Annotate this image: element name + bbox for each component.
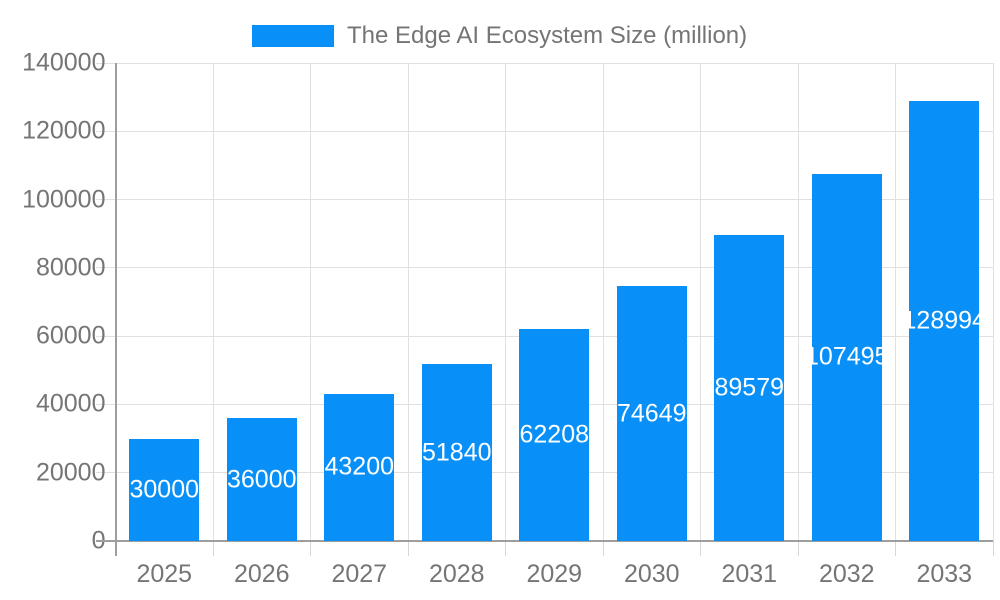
x-axis-baseline (95, 540, 993, 542)
y-axis-tick (95, 472, 116, 474)
y-axis-label: 60000 (35, 321, 106, 350)
x-gridline (212, 63, 214, 541)
x-axis-tick (407, 541, 409, 556)
y-axis-tick (95, 130, 116, 132)
x-axis-tick (895, 541, 896, 556)
y-axis-tick (95, 62, 116, 64)
x-axis-label: 2033 (916, 560, 973, 588)
y-axis-tick (95, 267, 116, 269)
bar-value-label: 128994 (902, 306, 986, 335)
bar-2030[interactable] (616, 286, 687, 541)
x-axis-label: 2028 (428, 560, 485, 588)
x-axis-label: 2029 (526, 560, 583, 588)
x-gridline (895, 63, 896, 541)
legend-series-label: The Edge AI Ecosystem Size (million) (347, 22, 748, 49)
bar-value-label: 89579 (714, 373, 785, 402)
legend-swatch (252, 25, 334, 47)
y-gridline (115, 267, 993, 269)
x-gridline (310, 63, 311, 541)
bar-2033[interactable] (909, 100, 980, 541)
bar-value-label: 43200 (324, 452, 395, 481)
y-axis-tick (95, 199, 116, 201)
x-gridline (992, 63, 994, 541)
x-axis-label: 2030 (623, 560, 680, 588)
bar-2025[interactable] (129, 438, 200, 541)
bar-value-label: 74649 (616, 399, 687, 428)
x-axis-tick (212, 541, 214, 556)
bar-2032[interactable] (811, 173, 882, 541)
y-axis-label: 120000 (22, 116, 106, 145)
x-gridline (797, 63, 799, 541)
x-axis-tick (700, 541, 701, 556)
x-gridline (700, 63, 701, 541)
x-axis-label: 2026 (233, 560, 290, 588)
y-axis-label: 140000 (22, 48, 106, 77)
x-axis-label: 2032 (818, 560, 875, 588)
bar-2028[interactable] (421, 364, 492, 541)
y-axis-line (114, 63, 117, 556)
bar-value-label: 36000 (226, 465, 297, 494)
y-axis-label: 40000 (35, 389, 106, 418)
y-axis-label: 20000 (35, 458, 106, 487)
y-axis-tick (95, 403, 116, 405)
y-gridline (115, 62, 993, 64)
chart-legend[interactable]: The Edge AI Ecosystem Size (million) (252, 22, 747, 50)
x-axis-tick (310, 541, 311, 556)
y-gridline (115, 199, 993, 201)
x-axis-tick (992, 541, 994, 556)
bar-value-label: 51840 (421, 438, 492, 466)
x-axis-tick (505, 541, 506, 556)
bar-2031[interactable] (714, 235, 785, 541)
y-axis-tick (95, 335, 116, 337)
x-gridline (602, 63, 604, 541)
y-axis-label: 100000 (22, 185, 106, 214)
x-axis-label: 2027 (331, 560, 388, 588)
y-gridline (115, 130, 993, 132)
x-axis-tick (797, 541, 799, 556)
bar-2026[interactable] (226, 418, 297, 541)
x-gridline (407, 63, 409, 541)
bar-2029[interactable] (519, 328, 590, 541)
x-axis-label: 2031 (721, 560, 778, 588)
bar-2027[interactable] (324, 393, 395, 541)
y-axis-label: 80000 (35, 253, 106, 282)
y-axis-label: 0 (91, 526, 106, 555)
x-axis-label: 2025 (136, 560, 193, 588)
x-axis-tick (602, 541, 604, 556)
x-gridline (505, 63, 506, 541)
bar-value-label: 107495 (805, 342, 889, 371)
bar-value-label: 30000 (129, 475, 200, 504)
bar-value-label: 62208 (519, 420, 590, 449)
